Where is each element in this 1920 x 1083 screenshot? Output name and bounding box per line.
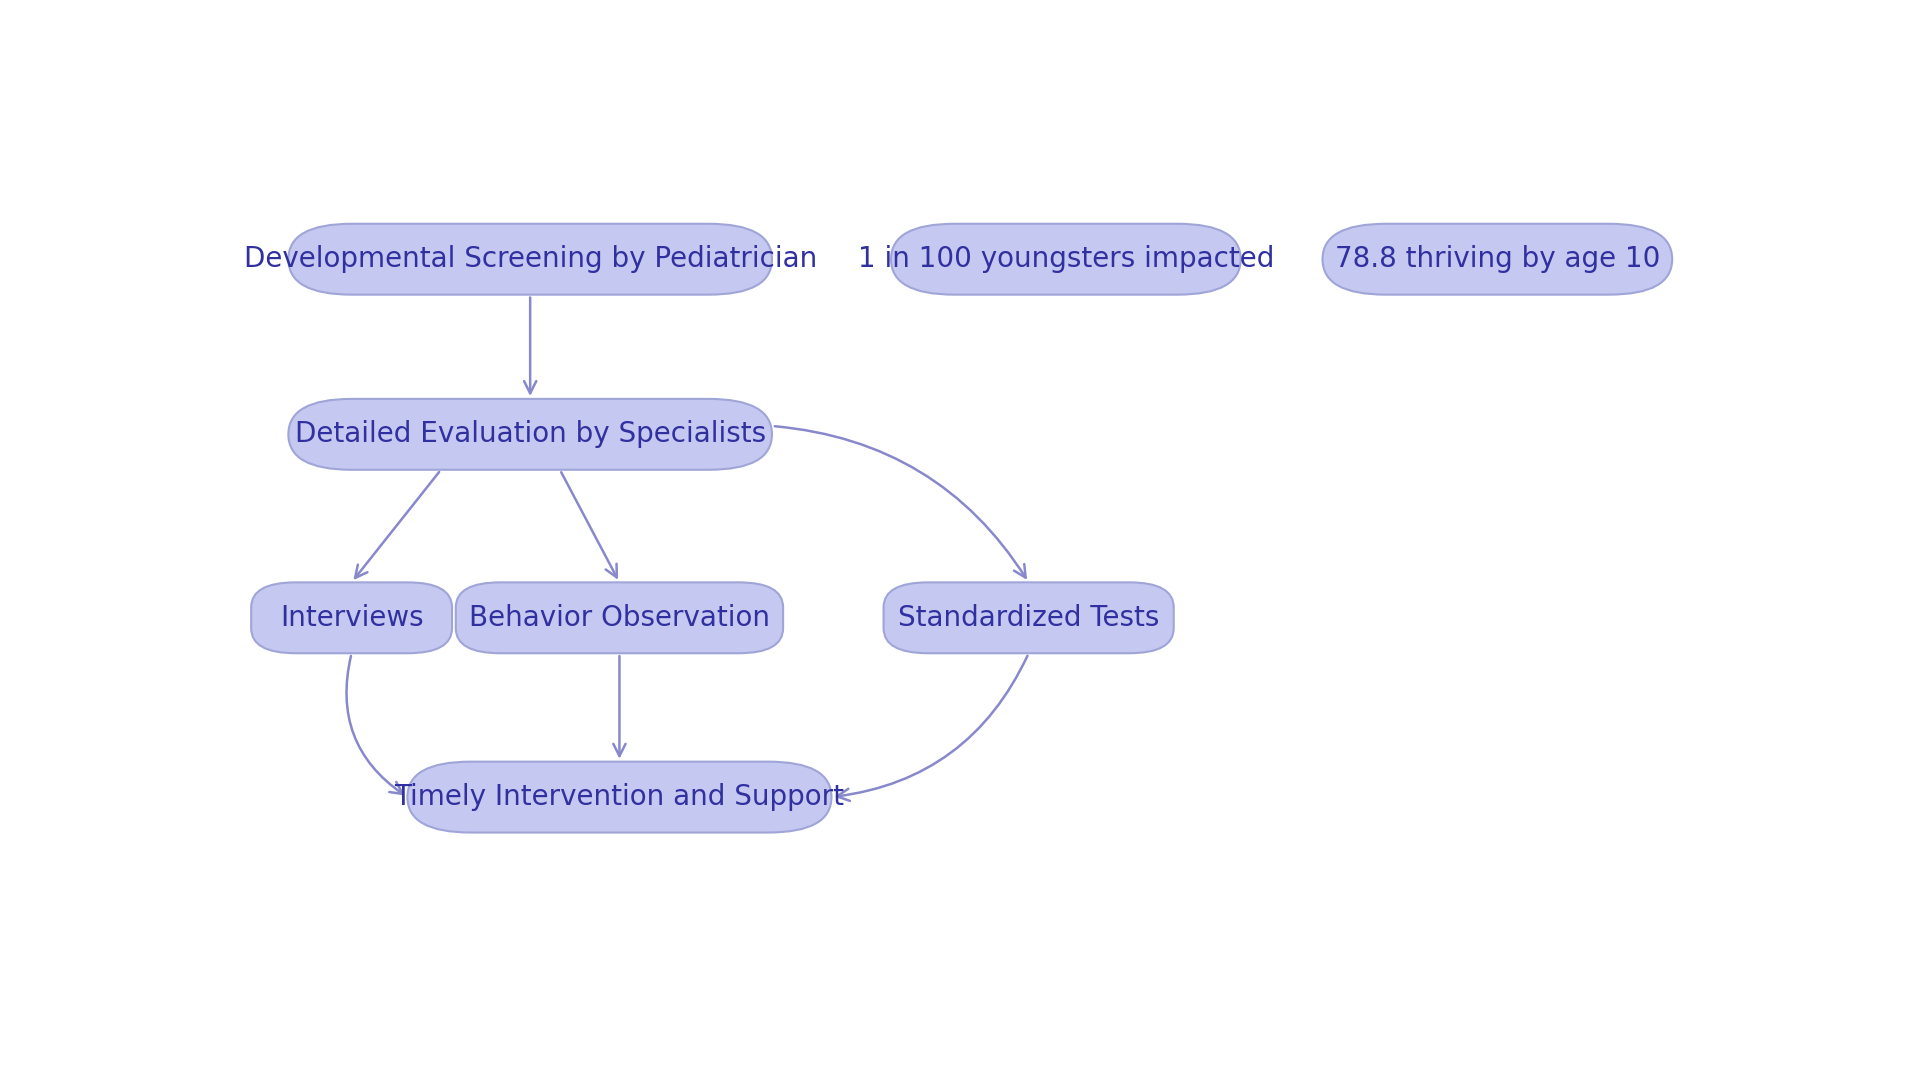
- FancyBboxPatch shape: [1323, 224, 1672, 295]
- FancyBboxPatch shape: [288, 399, 772, 470]
- FancyBboxPatch shape: [252, 583, 451, 653]
- Text: Detailed Evaluation by Specialists: Detailed Evaluation by Specialists: [294, 420, 766, 448]
- FancyBboxPatch shape: [288, 224, 772, 295]
- Text: Interviews: Interviews: [280, 604, 424, 631]
- FancyBboxPatch shape: [455, 583, 783, 653]
- Text: Developmental Screening by Pediatrician: Developmental Screening by Pediatrician: [244, 245, 816, 273]
- FancyBboxPatch shape: [407, 761, 831, 833]
- FancyBboxPatch shape: [883, 583, 1173, 653]
- FancyBboxPatch shape: [891, 224, 1240, 295]
- Text: Timely Intervention and Support: Timely Intervention and Support: [394, 783, 845, 811]
- Text: Behavior Observation: Behavior Observation: [468, 604, 770, 631]
- Text: 1 in 100 youngsters impacted: 1 in 100 youngsters impacted: [858, 245, 1275, 273]
- Text: 78.8 thriving by age 10: 78.8 thriving by age 10: [1334, 245, 1661, 273]
- Text: Standardized Tests: Standardized Tests: [899, 604, 1160, 631]
